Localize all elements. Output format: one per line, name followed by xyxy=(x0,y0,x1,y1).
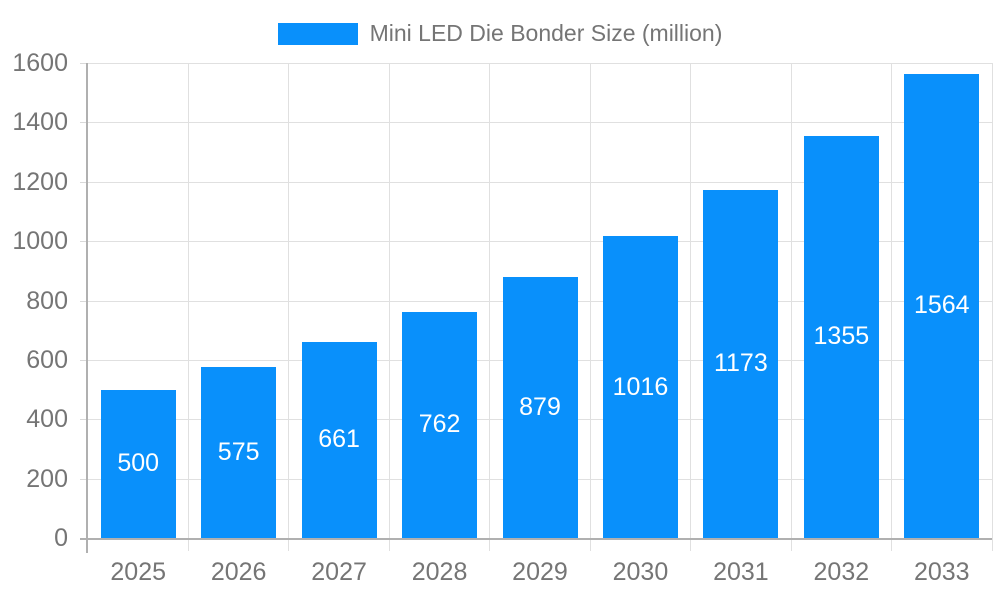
y-gridline xyxy=(88,181,992,183)
x-gridline xyxy=(489,63,491,551)
x-gridline xyxy=(589,63,591,551)
y-tick xyxy=(80,63,88,64)
bar-value-label: 1016 xyxy=(612,372,669,401)
bar[interactable]: 1355 xyxy=(803,135,879,538)
x-tick-label: 2027 xyxy=(311,558,367,586)
bar-value-label: 500 xyxy=(117,449,160,478)
y-tick-label: 1000 xyxy=(12,227,68,256)
legend-item[interactable]: Mini LED Die Bonder Size (million) xyxy=(277,20,723,47)
bar-value-label: 575 xyxy=(217,438,260,467)
plot-area: 500 575 661 762 879 1016 1173 1355 1564 xyxy=(88,63,993,551)
bar[interactable]: 1173 xyxy=(703,189,779,538)
y-tick-label: 200 xyxy=(26,464,68,493)
x-gridline xyxy=(288,63,290,551)
y-gridline xyxy=(88,122,992,124)
x-tick-label: 2031 xyxy=(713,558,769,586)
y-tick xyxy=(80,300,88,302)
y-tick xyxy=(80,241,88,243)
bar-value-label: 1173 xyxy=(713,349,768,378)
y-tick xyxy=(80,359,88,361)
x-tick-label: 2033 xyxy=(913,558,970,586)
y-tick-label: 1200 xyxy=(12,167,68,196)
bar-value-label: 1564 xyxy=(913,291,970,320)
x-tick-label: 2026 xyxy=(210,558,267,586)
y-tick-label: 0 xyxy=(54,524,68,552)
y-gridline xyxy=(88,241,992,243)
y-tick-label: 1400 xyxy=(12,108,68,137)
y-tick-label: 400 xyxy=(26,405,68,434)
legend-swatch xyxy=(277,22,358,45)
bar-value-label: 1355 xyxy=(813,322,870,351)
bar-value-label: 879 xyxy=(519,393,561,422)
x-tick-label: 2029 xyxy=(512,558,568,586)
bar[interactable]: 762 xyxy=(402,311,478,538)
bar[interactable]: 879 xyxy=(502,277,578,538)
y-tick-label: 1600 xyxy=(12,49,68,77)
x-tick-label: 2030 xyxy=(612,558,669,586)
y-tick xyxy=(80,122,88,124)
legend: Mini LED Die Bonder Size (million) xyxy=(0,20,1000,47)
x-gridline xyxy=(187,63,189,551)
bar[interactable]: 1016 xyxy=(602,236,678,538)
x-gridline xyxy=(690,63,692,551)
y-tick xyxy=(80,478,88,480)
x-gridline xyxy=(991,63,993,551)
bar[interactable]: 575 xyxy=(201,367,277,538)
y-tick-label: 600 xyxy=(26,345,68,374)
legend-label: Mini LED Die Bonder Size (million) xyxy=(369,20,723,46)
x-tick-label: 2028 xyxy=(411,558,468,586)
bar-value-label: 661 xyxy=(318,425,360,454)
x-axis-line xyxy=(80,538,992,540)
x-gridline xyxy=(790,63,792,551)
bar[interactable]: 1564 xyxy=(904,73,980,538)
y-tick-label: 800 xyxy=(26,286,68,315)
y-gridline xyxy=(88,63,992,64)
y-axis-line xyxy=(86,63,88,553)
x-tick-label: 2032 xyxy=(813,558,870,586)
bar[interactable]: 661 xyxy=(301,341,377,538)
y-tick xyxy=(80,181,88,183)
bar-value-label: 762 xyxy=(418,410,461,439)
x-tick-label: 2025 xyxy=(110,558,167,586)
bar[interactable]: 500 xyxy=(100,389,176,538)
x-gridline xyxy=(891,63,893,551)
y-tick xyxy=(80,419,88,421)
x-gridline xyxy=(388,63,390,551)
